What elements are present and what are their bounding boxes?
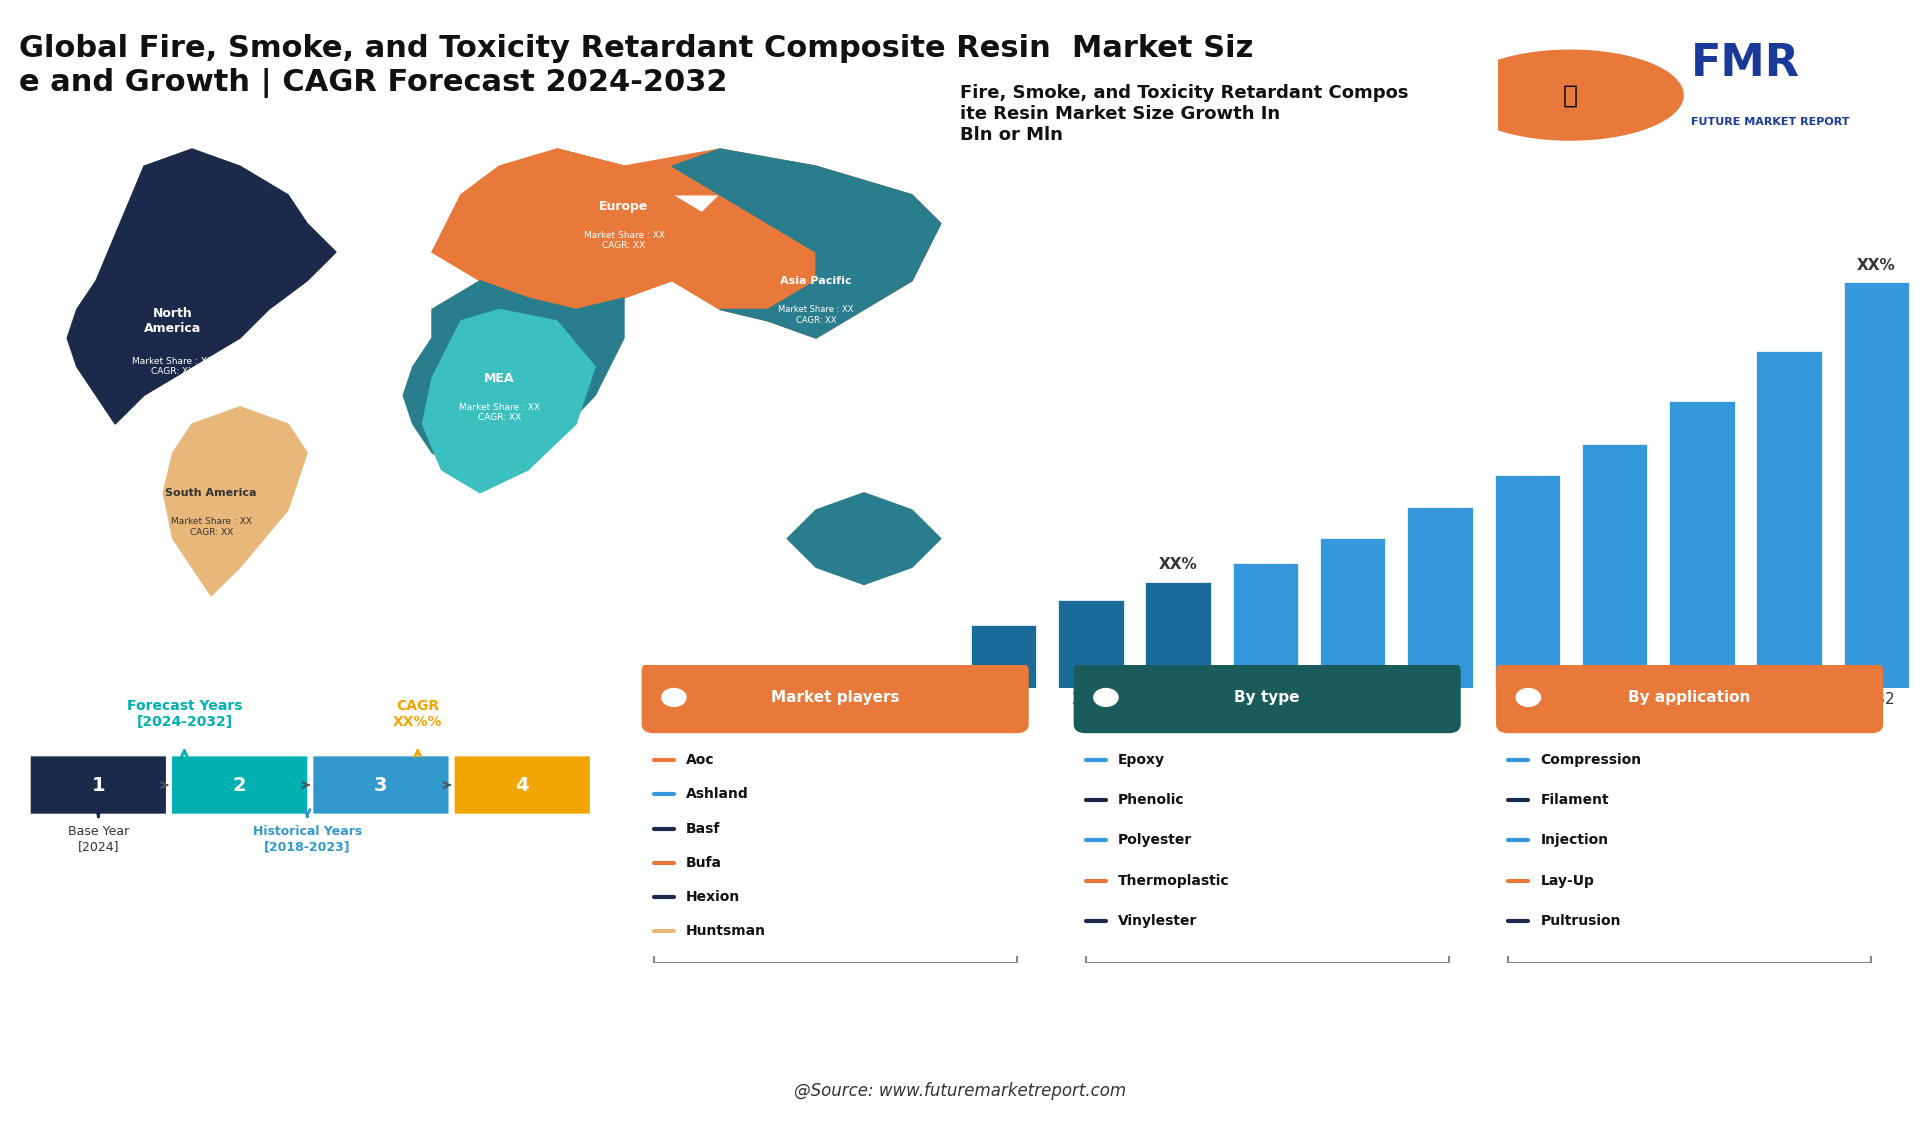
Text: XX%: XX% (1160, 557, 1198, 572)
Text: Aoc: Aoc (685, 753, 714, 767)
FancyBboxPatch shape (641, 661, 1029, 733)
Bar (1058, 601, 1123, 688)
Bar (1407, 507, 1473, 688)
Polygon shape (432, 149, 720, 309)
Polygon shape (557, 149, 941, 338)
Text: Historical Years
[2018-2023]: Historical Years [2018-2023] (253, 825, 361, 853)
Circle shape (1457, 50, 1684, 140)
Text: Pultrusion: Pultrusion (1540, 913, 1620, 928)
Polygon shape (672, 149, 941, 338)
Text: Lay-Up: Lay-Up (1540, 873, 1594, 888)
Text: South America: South America (165, 488, 257, 497)
Text: By application: By application (1628, 690, 1751, 705)
Text: FUTURE MARKET REPORT: FUTURE MARKET REPORT (1692, 117, 1849, 127)
Bar (1582, 445, 1647, 688)
FancyBboxPatch shape (455, 756, 589, 814)
Text: Market Share : XX
CAGR: XX: Market Share : XX CAGR: XX (132, 358, 213, 376)
Text: Filament: Filament (1540, 793, 1609, 807)
Text: By type: By type (1235, 690, 1300, 705)
Polygon shape (67, 149, 336, 424)
Text: Hexion: Hexion (685, 890, 741, 904)
Circle shape (1094, 689, 1117, 706)
Text: Market Share : XX
CAGR: XX: Market Share : XX CAGR: XX (778, 306, 854, 324)
FancyBboxPatch shape (173, 756, 307, 814)
Text: 4: 4 (515, 776, 530, 794)
Text: Asia Pacific: Asia Pacific (780, 276, 852, 285)
Circle shape (662, 689, 685, 706)
Text: Ashland: Ashland (685, 787, 749, 801)
Text: North
America: North America (144, 307, 202, 335)
Text: Huntsman: Huntsman (685, 925, 766, 939)
Bar (972, 626, 1037, 688)
Text: FMR: FMR (1692, 41, 1801, 85)
Circle shape (1517, 689, 1540, 706)
Text: CAGR
XX%%: CAGR XX%% (394, 699, 442, 729)
FancyBboxPatch shape (313, 756, 449, 814)
Text: Market Share : XX
CAGR: XX: Market Share : XX CAGR: XX (459, 403, 540, 422)
Text: Thermoplastic: Thermoplastic (1117, 873, 1229, 888)
Text: MEA: MEA (484, 371, 515, 385)
Polygon shape (163, 407, 307, 596)
Text: Fire, Smoke, and Toxicity Retardant Compos
ite Resin Market Size Growth In
Bln o: Fire, Smoke, and Toxicity Retardant Comp… (960, 84, 1409, 143)
Polygon shape (422, 309, 595, 493)
Text: 2: 2 (232, 776, 246, 794)
Text: 🔭: 🔭 (1563, 84, 1578, 107)
Text: Basf: Basf (685, 822, 720, 835)
Text: XX%: XX% (1857, 258, 1895, 273)
Text: Europe: Europe (599, 199, 649, 213)
Bar (1321, 537, 1386, 688)
Text: Forecast Years
[2024-2032]: Forecast Years [2024-2032] (127, 699, 242, 729)
Bar (1494, 476, 1559, 688)
Bar (1668, 401, 1734, 688)
Text: Market Share : XX
CAGR: XX: Market Share : XX CAGR: XX (584, 231, 664, 250)
Text: Vinylester: Vinylester (1117, 913, 1198, 928)
Text: Market Share : XX
CAGR: XX: Market Share : XX CAGR: XX (171, 518, 252, 536)
Text: 1: 1 (92, 776, 106, 794)
Text: Base Year
[2024]: Base Year [2024] (67, 825, 129, 853)
Bar (1233, 563, 1298, 688)
Text: Epoxy: Epoxy (1117, 753, 1165, 767)
Text: Phenolic: Phenolic (1117, 793, 1185, 807)
Text: @Source: www.futuremarketreport.com: @Source: www.futuremarketreport.com (795, 1082, 1125, 1100)
Text: Global Fire, Smoke, and Toxicity Retardant Composite Resin  Market Siz
e and Gro: Global Fire, Smoke, and Toxicity Retarda… (19, 34, 1254, 97)
Text: 3: 3 (374, 776, 388, 794)
Text: Bufa: Bufa (685, 856, 722, 870)
Text: Compression: Compression (1540, 753, 1642, 767)
Polygon shape (403, 281, 624, 481)
Text: Market players: Market players (772, 690, 899, 705)
FancyBboxPatch shape (1073, 661, 1461, 733)
FancyBboxPatch shape (31, 756, 165, 814)
Bar (1843, 282, 1908, 688)
Text: Injection: Injection (1540, 833, 1609, 848)
Text: Polyester: Polyester (1117, 833, 1192, 848)
FancyBboxPatch shape (1496, 661, 1884, 733)
Bar (1146, 581, 1212, 688)
Bar (1757, 351, 1822, 688)
Polygon shape (787, 493, 941, 584)
